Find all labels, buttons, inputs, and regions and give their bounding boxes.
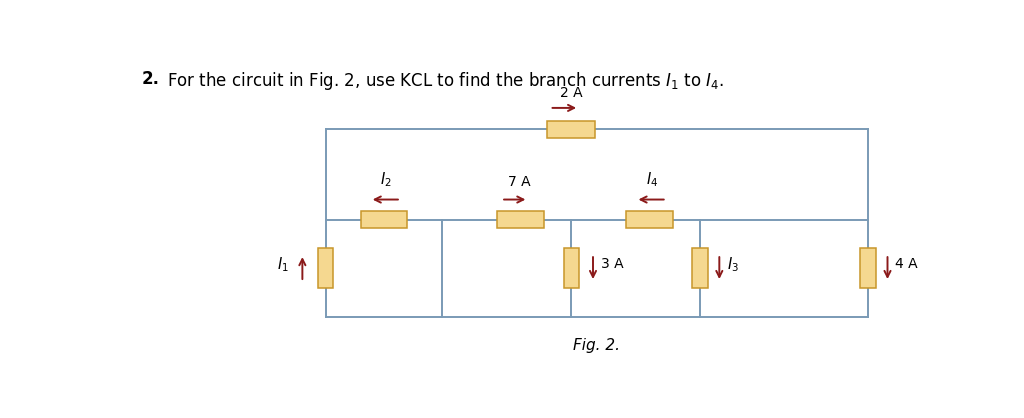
Text: $\mathit{I}_2$: $\mathit{I}_2$ (380, 170, 392, 189)
Bar (360, 212, 407, 228)
Bar (317, 248, 334, 288)
Bar (627, 212, 673, 228)
Text: 2 A: 2 A (560, 86, 583, 100)
Text: 4 A: 4 A (895, 257, 918, 271)
Bar (860, 248, 876, 288)
Text: Fig. 2.: Fig. 2. (573, 338, 621, 353)
Text: 3 A: 3 A (601, 257, 624, 271)
Text: 2.: 2. (142, 70, 160, 88)
Text: $\mathit{I}_4$: $\mathit{I}_4$ (646, 170, 658, 189)
Text: $\mathit{I}_1$: $\mathit{I}_1$ (276, 255, 289, 273)
Bar (563, 248, 579, 288)
Bar (547, 121, 595, 138)
Text: For the circuit in Fig. 2, use KCL to find the branch currents $\mathit{I}_1$ to: For the circuit in Fig. 2, use KCL to fi… (167, 70, 724, 92)
Bar (498, 212, 544, 228)
Bar (692, 248, 708, 288)
Text: $\mathit{I}_3$: $\mathit{I}_3$ (727, 255, 739, 273)
Text: 7 A: 7 A (508, 175, 530, 189)
